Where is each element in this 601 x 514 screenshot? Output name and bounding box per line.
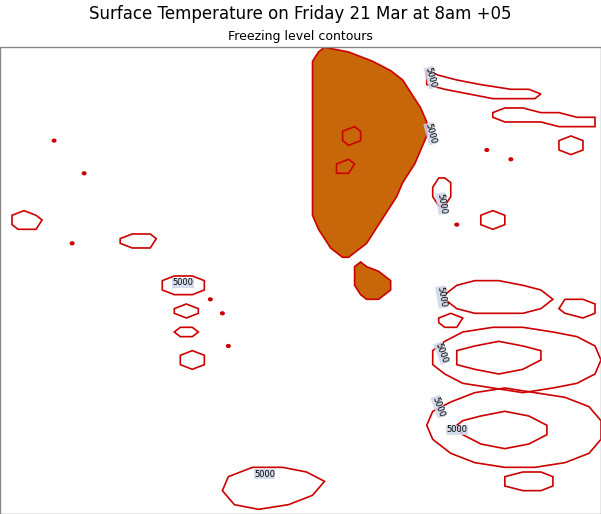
Circle shape [509, 158, 513, 161]
Circle shape [227, 344, 230, 347]
Circle shape [82, 172, 86, 175]
Circle shape [70, 242, 74, 245]
Text: 5000: 5000 [424, 122, 438, 145]
Text: 5000: 5000 [436, 193, 448, 215]
Polygon shape [313, 47, 427, 258]
Circle shape [221, 312, 224, 315]
Text: 5000: 5000 [424, 66, 438, 89]
Circle shape [209, 298, 212, 301]
Text: 5000: 5000 [173, 279, 194, 287]
Polygon shape [355, 262, 391, 299]
Text: 5000: 5000 [447, 426, 467, 434]
Text: Freezing level contours: Freezing level contours [228, 30, 373, 43]
Text: 5000: 5000 [254, 470, 275, 479]
Text: Surface Temperature on Friday 21 Mar at 8am +05: Surface Temperature on Friday 21 Mar at … [90, 5, 511, 23]
Circle shape [485, 149, 489, 151]
Text: 5000: 5000 [436, 286, 448, 308]
Circle shape [455, 223, 459, 226]
Text: 5000: 5000 [431, 395, 447, 418]
Text: 5000: 5000 [434, 342, 450, 364]
Circle shape [52, 139, 56, 142]
